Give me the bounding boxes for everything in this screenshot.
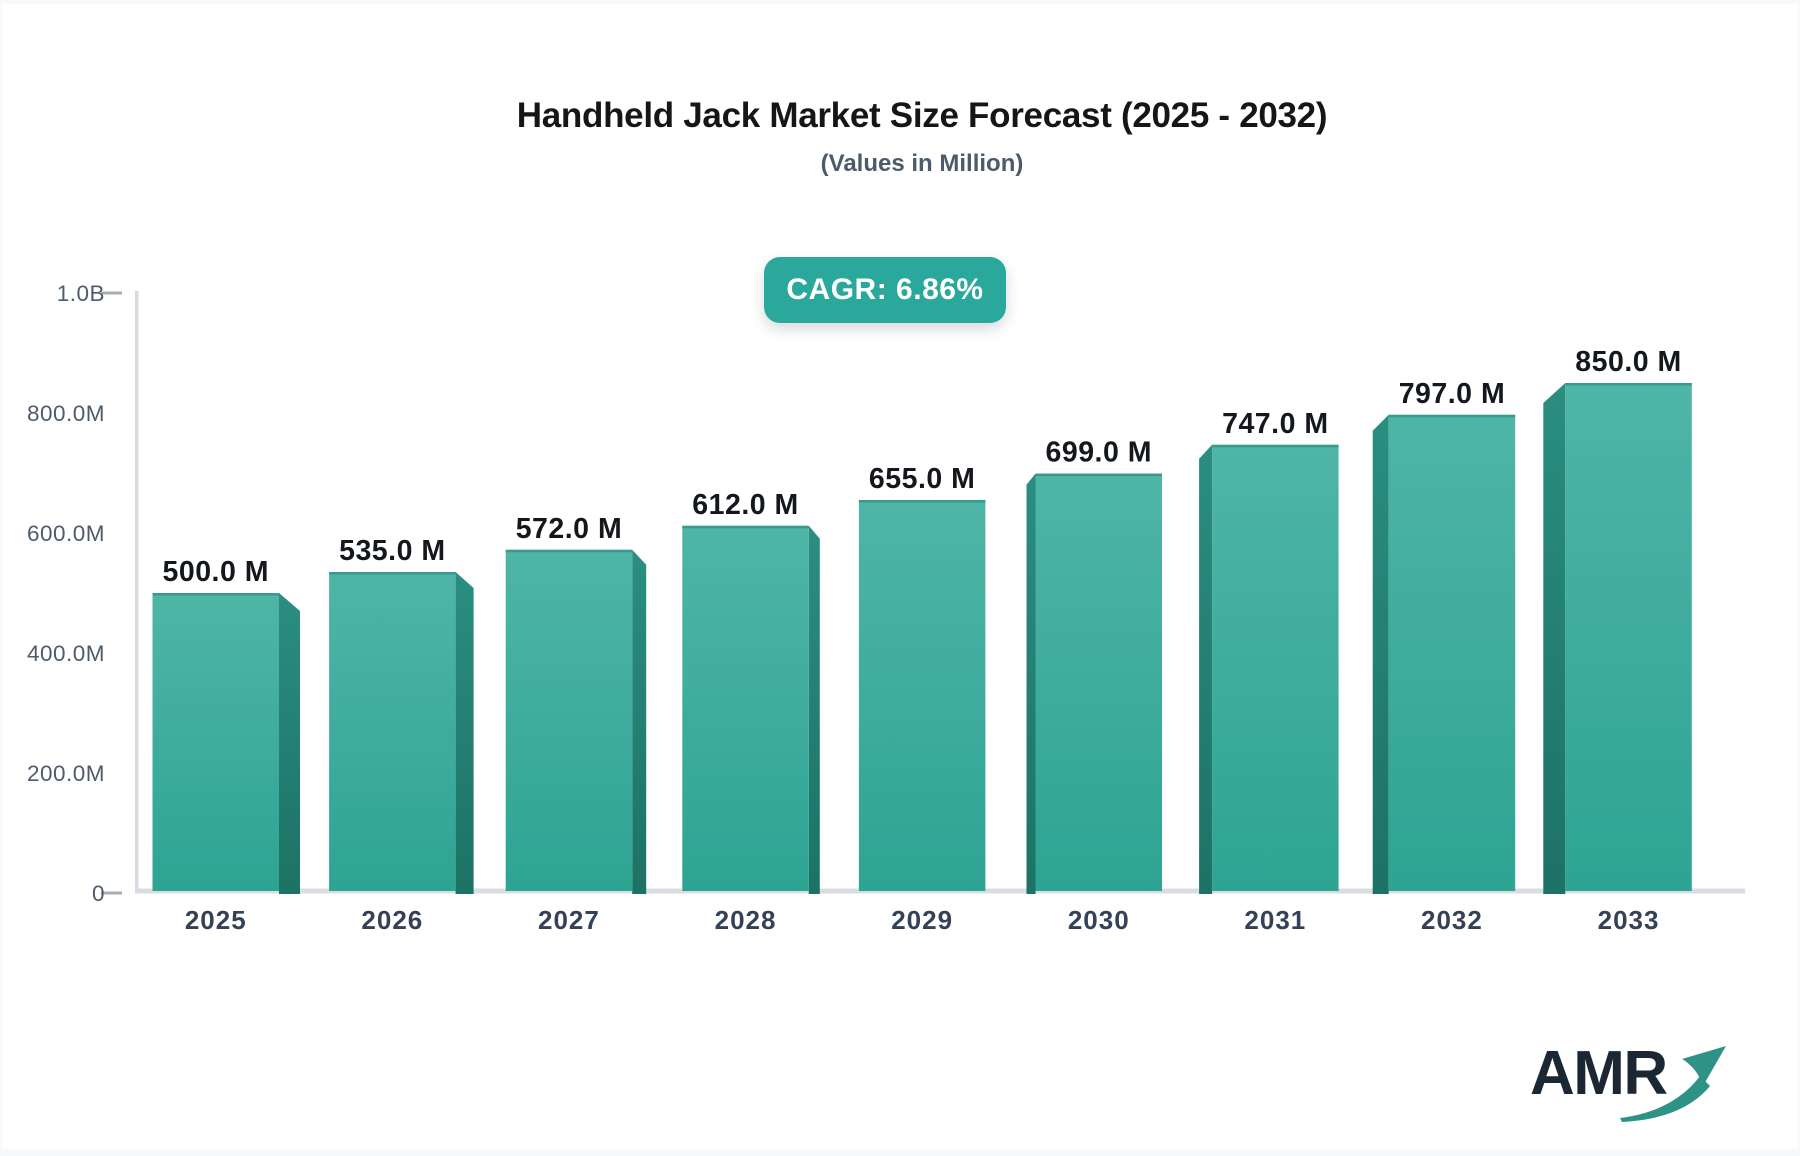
y-axis-line [135, 291, 139, 893]
bar-value-label: 655.0 M [869, 463, 975, 495]
bar-value-label: 612.0 M [692, 489, 798, 521]
bar-side-face [1372, 414, 1389, 894]
bar-top-edge [1212, 444, 1339, 448]
y-axis-label: 0 [92, 881, 105, 906]
bar-top-edge [329, 572, 456, 575]
y-axis-label: 200.0M [27, 761, 105, 786]
growth-arrow-icon [1620, 1046, 1726, 1122]
bar-value-label: 699.0 M [1046, 437, 1152, 469]
y-axis-label: 600.0M [27, 521, 105, 546]
bar-side-face [1543, 383, 1566, 894]
x-axis-label: 2031 [1244, 905, 1306, 935]
bar-value-label: 850.0 M [1575, 346, 1681, 378]
bar-2033: 850.0 M 2033 [1543, 346, 1692, 935]
bar-top-edge [858, 500, 986, 503]
x-axis-label: 2032 [1421, 905, 1483, 935]
bar-top-edge [682, 525, 809, 529]
bar-top-edge [1035, 473, 1162, 477]
bar-top-edge [505, 549, 633, 553]
bar-front-face [329, 572, 456, 891]
bar-front-face [858, 500, 986, 891]
x-axis-label: 2033 [1598, 905, 1660, 935]
x-axis-label: 2027 [538, 905, 600, 935]
bar-chart: 0 200.0M 400.0M 600.0M 800.0M 1.0B 500.0 M 2025… [27, 281, 1745, 935]
bar-side-face [1026, 473, 1036, 894]
x-axis-label: 2026 [361, 905, 423, 935]
bar-2031: 747.0 M 2031 [1199, 408, 1339, 935]
bar-2029: 655.0 M 2029 [858, 463, 986, 935]
bar-side-face [1199, 444, 1213, 894]
y-axis-label: 800.0M [27, 401, 105, 426]
bar-side-face [808, 525, 820, 894]
bar-side-face [455, 572, 474, 894]
bar-2030: 699.0 M 2030 [1026, 437, 1162, 935]
bar-top-edge [1565, 383, 1692, 386]
bar-2028: 612.0 M 2028 [682, 489, 820, 935]
x-axis-label: 2030 [1068, 905, 1130, 935]
bar-value-label: 797.0 M [1399, 378, 1505, 410]
bar-front-face [505, 549, 633, 891]
x-axis-label: 2028 [715, 905, 777, 935]
bar-2027: 572.0 M 2027 [505, 513, 647, 935]
bar-front-face [1035, 473, 1162, 891]
bar-front-face [1388, 414, 1516, 891]
bar-front-face [682, 525, 809, 891]
bar-value-label: 747.0 M [1222, 408, 1328, 440]
bar-front-face [152, 593, 279, 891]
cagr-badge-label: CAGR: 6.86% [786, 273, 984, 306]
bar-side-face [279, 593, 300, 894]
bar-front-face [1565, 383, 1692, 891]
bar-2032: 797.0 M 2032 [1372, 378, 1516, 935]
y-axis-label: 400.0M [27, 641, 105, 666]
amr-logo-text: AMR [1530, 1039, 1668, 1108]
bar-side-face [632, 549, 647, 894]
bar-value-label: 500.0 M [163, 556, 269, 588]
bar-value-label: 535.0 M [339, 535, 445, 567]
bar-top-edge [152, 593, 279, 596]
cagr-badge: CAGR: 6.86% [764, 257, 1006, 323]
bar-value-label: 572.0 M [516, 513, 622, 545]
x-axis-label: 2025 [185, 905, 247, 935]
bar-2026: 535.0 M 2026 [329, 535, 474, 935]
bar-front-face [1212, 444, 1339, 891]
x-axis-label: 2029 [891, 905, 953, 935]
amr-logo: AMR [1524, 1034, 1744, 1124]
bar-top-edge [1388, 414, 1516, 418]
bar-2025: 500.0 M 2025 [152, 556, 300, 935]
chart-card: Handheld Jack Market Size Forecast (2025… [2, 4, 1798, 1149]
y-axis-label: 1.0B [57, 281, 105, 306]
